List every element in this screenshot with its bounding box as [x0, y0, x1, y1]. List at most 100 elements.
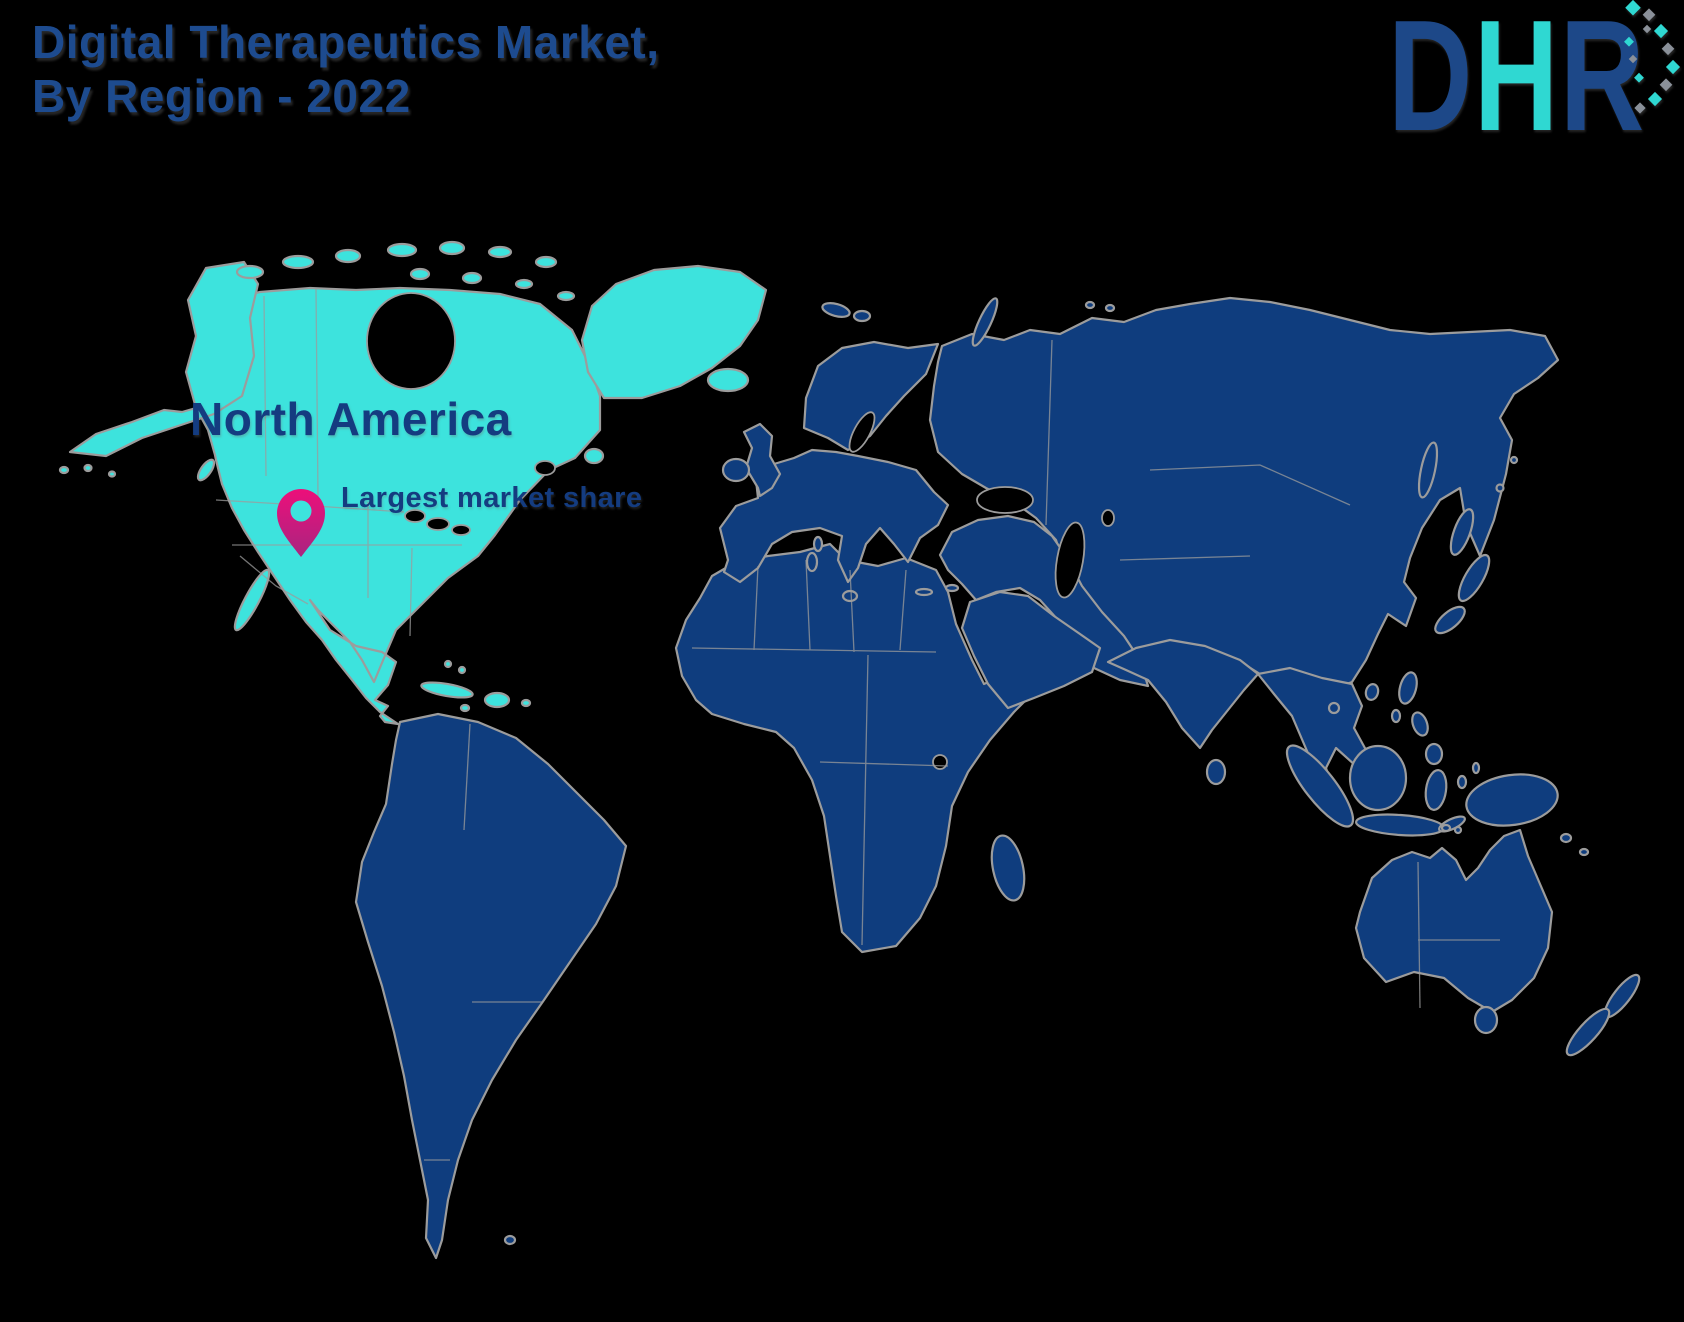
island-franz-josef-2 [1104, 303, 1116, 313]
page-title-line2: By Region - 2022 [32, 69, 411, 122]
logo-letter-d: D [1388, 0, 1474, 164]
island-taiwan [1364, 683, 1380, 701]
island-philippines-3 [1424, 742, 1444, 766]
island-sri-lanka [1205, 758, 1227, 786]
island-aleutian-1 [58, 465, 70, 475]
island-japan-south [1434, 605, 1466, 635]
island-crete [914, 587, 934, 597]
water-baltic-sea [848, 411, 876, 453]
island-bismarck-1 [1559, 832, 1573, 844]
logo: DHR [1388, 0, 1681, 164]
water-great-lake-2 [426, 517, 450, 531]
island-new-zealand-south [1565, 1007, 1611, 1057]
island-java [1355, 813, 1445, 837]
page-title: Digital Therapeutics Market, By Region -… [32, 16, 660, 124]
landmass-arabia [960, 590, 1102, 710]
water-hudson-bay [366, 292, 456, 390]
island-svalbard-1 [821, 302, 851, 318]
peninsula-baja [233, 568, 271, 632]
island-timor [1438, 815, 1466, 833]
water-aral-sea [1101, 509, 1115, 527]
page-title-line1: Digital Therapeutics Market, [32, 16, 660, 68]
island-arctic-6 [487, 245, 513, 259]
region-note-largest-market-share: Largest market share [341, 482, 643, 514]
country-borders [215, 288, 1500, 1161]
water-bodies [366, 292, 1115, 770]
island-arctic-9 [461, 271, 483, 285]
logo-letter-r: R [1560, 0, 1646, 164]
island-arctic-8 [409, 267, 431, 281]
pin-body [277, 489, 325, 557]
island-hainan [1327, 701, 1341, 715]
island-newfoundland [583, 447, 605, 465]
island-cuba [420, 681, 474, 699]
island-kuril-1 [1495, 483, 1505, 493]
landmass-south-america [354, 712, 628, 1260]
water-lake-victoria [932, 754, 948, 770]
island-iceland [706, 367, 750, 393]
island-bali-1 [1440, 823, 1452, 833]
island-kuril-2 [1509, 455, 1519, 465]
logo-letters: DHR [1388, 0, 1646, 164]
island-philippines-2 [1411, 711, 1429, 737]
island-new-guinea [1465, 773, 1559, 827]
pin-hole [290, 500, 312, 522]
island-arctic-7 [534, 255, 558, 269]
logo-letter-h: H [1474, 0, 1560, 164]
island-sicily [841, 589, 859, 603]
island-arctic-10 [514, 278, 534, 290]
island-cyprus [944, 583, 960, 593]
water-black-sea [976, 486, 1034, 514]
island-ireland [721, 457, 751, 483]
landmass-north-america-main [194, 286, 602, 726]
island-borneo [1348, 744, 1408, 812]
svg-text:DHR: DHR [1388, 0, 1646, 164]
island-bahamas-2 [457, 665, 467, 675]
island-arctic-2 [281, 254, 315, 270]
landmass-greenland [580, 264, 768, 400]
landmass-australia [1354, 828, 1554, 1014]
region-rest-of-world [354, 296, 1641, 1260]
logo-sunburst-icon [1624, 0, 1681, 114]
island-sakhalin [1417, 441, 1439, 499]
island-corsica [812, 535, 824, 553]
island-philippines-4 [1390, 708, 1402, 724]
landmass-scandinavia [802, 340, 940, 452]
island-philippines-1 [1398, 671, 1418, 705]
island-moluccas-2 [1471, 761, 1481, 775]
island-arctic-1 [235, 264, 265, 280]
island-madagascar [990, 834, 1026, 902]
region-north-america [58, 240, 768, 726]
island-sulawesi [1424, 769, 1448, 811]
water-caspian-sea [1054, 521, 1086, 599]
island-moluccas-1 [1456, 774, 1468, 790]
island-tasmania [1473, 1005, 1499, 1035]
landmass-southeast-asia [1256, 666, 1368, 816]
island-japan-north [1449, 508, 1475, 556]
water-great-lake-1 [404, 509, 426, 523]
water-gulf-st-lawrence [534, 460, 556, 476]
region-label-north-america: North America [190, 393, 512, 445]
landmass-india [1106, 638, 1260, 750]
island-hispaniola [483, 691, 511, 709]
island-franz-josef-1 [1084, 300, 1096, 310]
landmass-africa [674, 542, 1070, 954]
island-arctic-3 [334, 248, 362, 264]
island-aleutian-2 [83, 463, 93, 473]
island-sumatra [1285, 744, 1355, 828]
island-aleutian-3 [107, 470, 117, 478]
island-bali-2 [1453, 825, 1463, 835]
landmass-united-kingdom [742, 422, 782, 498]
island-novaya-zemlya [971, 297, 999, 347]
island-svalbard-2 [852, 309, 872, 323]
island-sardinia [805, 551, 819, 573]
island-arctic-5 [438, 240, 466, 256]
island-bahamas-1 [443, 659, 453, 669]
location-pin-icon [277, 489, 325, 557]
landmass-alaska [68, 260, 260, 458]
water-great-lake-3 [451, 524, 471, 536]
island-falkland [503, 1234, 517, 1246]
island-arctic-11 [556, 290, 576, 302]
